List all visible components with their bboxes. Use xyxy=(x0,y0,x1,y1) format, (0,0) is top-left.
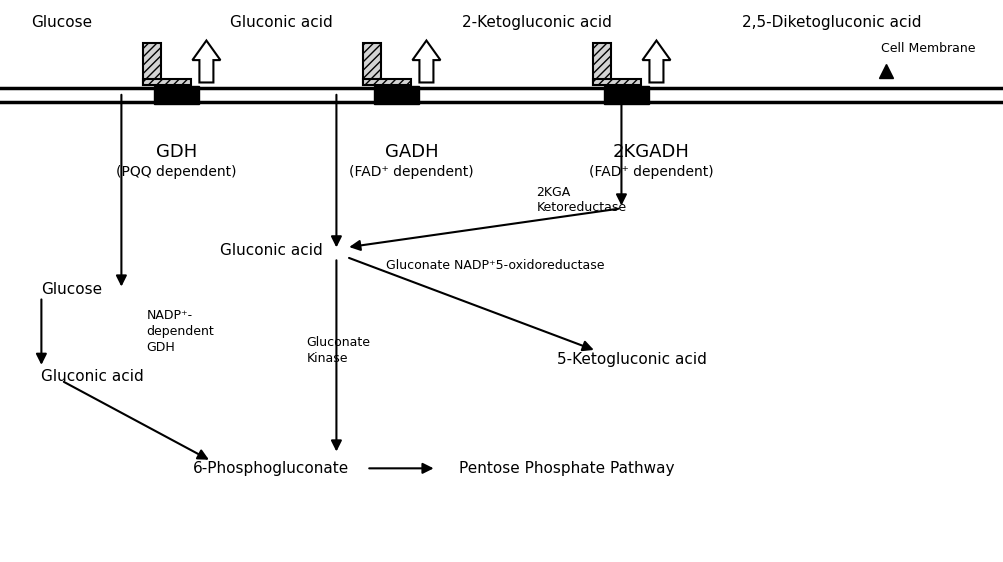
Text: (FAD⁺ dependent): (FAD⁺ dependent) xyxy=(589,165,713,179)
Text: 2,5-Diketogluconic acid: 2,5-Diketogluconic acid xyxy=(741,15,921,30)
Text: Gluconic acid: Gluconic acid xyxy=(220,243,323,258)
Text: Gluconate NADP⁺5-oxidoreductase: Gluconate NADP⁺5-oxidoreductase xyxy=(386,260,605,273)
Text: Gluconate
Kinase: Gluconate Kinase xyxy=(306,337,370,365)
FancyBboxPatch shape xyxy=(143,43,161,85)
FancyBboxPatch shape xyxy=(593,43,611,85)
FancyBboxPatch shape xyxy=(363,43,381,85)
FancyBboxPatch shape xyxy=(143,79,192,85)
Text: 6-Phosphogluconate: 6-Phosphogluconate xyxy=(194,461,349,476)
FancyBboxPatch shape xyxy=(363,79,411,85)
Text: Gluconic acid: Gluconic acid xyxy=(41,369,144,384)
Bar xyxy=(153,87,199,105)
Text: GDH: GDH xyxy=(155,143,197,161)
Text: (PQQ dependent): (PQQ dependent) xyxy=(116,165,237,179)
Text: Glucose: Glucose xyxy=(31,15,92,30)
Text: Gluconic acid: Gluconic acid xyxy=(230,15,332,30)
Text: NADP⁺-
dependent
GDH: NADP⁺- dependent GDH xyxy=(146,309,214,354)
Bar xyxy=(373,87,418,105)
Polygon shape xyxy=(642,40,670,83)
Text: 2KGADH: 2KGADH xyxy=(613,143,689,161)
FancyBboxPatch shape xyxy=(593,79,641,85)
Text: (FAD⁺ dependent): (FAD⁺ dependent) xyxy=(349,165,473,179)
Bar xyxy=(604,87,648,105)
Text: 2-Ketogluconic acid: 2-Ketogluconic acid xyxy=(461,15,611,30)
Text: GADH: GADH xyxy=(384,143,437,161)
Polygon shape xyxy=(193,40,221,83)
Text: 2KGA
Ketoreductase: 2KGA Ketoreductase xyxy=(536,186,626,214)
Text: 5-Ketogluconic acid: 5-Ketogluconic acid xyxy=(556,352,706,367)
Text: Pentose Phosphate Pathway: Pentose Phosphate Pathway xyxy=(458,461,674,476)
Text: Glucose: Glucose xyxy=(41,282,102,297)
Text: Cell Membrane: Cell Membrane xyxy=(881,42,975,56)
Polygon shape xyxy=(412,40,440,83)
